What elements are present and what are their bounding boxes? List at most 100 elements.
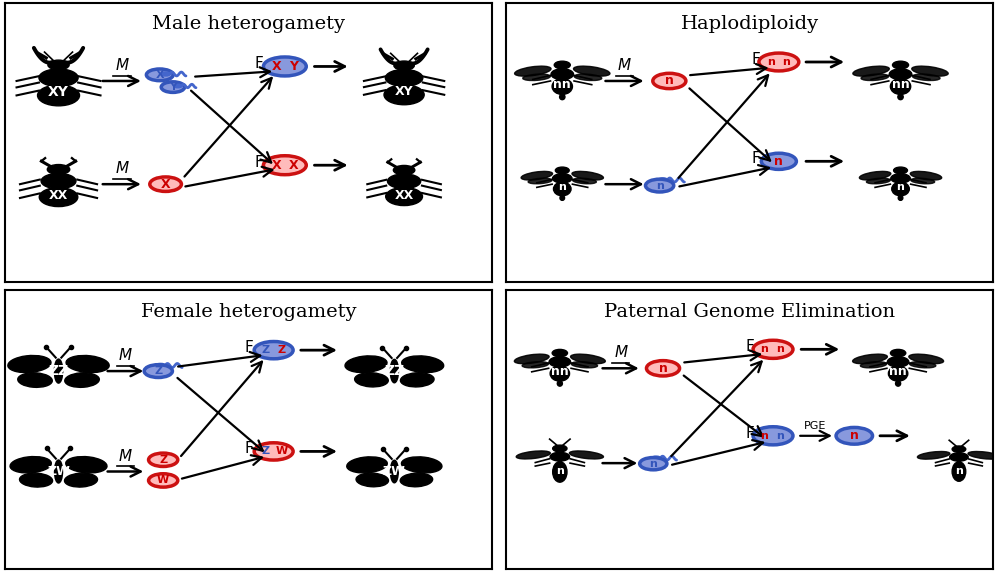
Ellipse shape bbox=[646, 179, 674, 192]
Ellipse shape bbox=[161, 72, 171, 76]
Ellipse shape bbox=[553, 174, 572, 183]
Ellipse shape bbox=[570, 451, 604, 459]
Ellipse shape bbox=[859, 172, 891, 180]
Ellipse shape bbox=[18, 373, 52, 387]
Text: F: F bbox=[254, 155, 263, 170]
Ellipse shape bbox=[65, 373, 100, 387]
Ellipse shape bbox=[346, 457, 387, 473]
Ellipse shape bbox=[560, 94, 565, 100]
Ellipse shape bbox=[647, 360, 680, 376]
Ellipse shape bbox=[554, 182, 571, 196]
Ellipse shape bbox=[836, 427, 872, 444]
Text: Z: Z bbox=[261, 446, 269, 456]
Ellipse shape bbox=[950, 453, 968, 461]
Text: n: n bbox=[656, 181, 664, 190]
Ellipse shape bbox=[890, 349, 906, 357]
Ellipse shape bbox=[390, 359, 398, 383]
Ellipse shape bbox=[384, 85, 424, 105]
Text: X: X bbox=[271, 60, 280, 73]
Text: M: M bbox=[119, 448, 132, 464]
Ellipse shape bbox=[523, 74, 550, 81]
Text: Y: Y bbox=[288, 60, 297, 73]
Ellipse shape bbox=[149, 474, 178, 487]
Ellipse shape bbox=[41, 173, 76, 189]
Ellipse shape bbox=[400, 373, 434, 387]
Ellipse shape bbox=[387, 174, 421, 189]
Text: Z: Z bbox=[261, 345, 269, 355]
Ellipse shape bbox=[394, 61, 414, 70]
Ellipse shape bbox=[552, 349, 568, 357]
Ellipse shape bbox=[55, 460, 63, 483]
Ellipse shape bbox=[390, 460, 398, 483]
Ellipse shape bbox=[866, 178, 890, 184]
Text: nn: nn bbox=[551, 366, 569, 378]
Text: XX: XX bbox=[394, 189, 414, 202]
Ellipse shape bbox=[550, 366, 570, 381]
Text: n: n bbox=[760, 431, 768, 441]
Ellipse shape bbox=[658, 178, 668, 182]
Text: ZZ: ZZ bbox=[49, 364, 69, 378]
Text: M: M bbox=[115, 161, 129, 176]
Text: nn: nn bbox=[889, 366, 907, 378]
Text: Z: Z bbox=[155, 366, 163, 376]
Ellipse shape bbox=[393, 165, 415, 175]
Ellipse shape bbox=[852, 354, 887, 364]
Ellipse shape bbox=[553, 445, 567, 452]
Ellipse shape bbox=[753, 340, 793, 359]
Ellipse shape bbox=[39, 188, 78, 206]
Ellipse shape bbox=[758, 53, 798, 71]
Ellipse shape bbox=[572, 172, 604, 180]
Text: PGE: PGE bbox=[804, 421, 826, 431]
Ellipse shape bbox=[887, 357, 909, 367]
Text: n: n bbox=[659, 362, 668, 375]
Text: Z: Z bbox=[277, 345, 285, 355]
Ellipse shape bbox=[552, 78, 573, 94]
Ellipse shape bbox=[911, 178, 935, 184]
Ellipse shape bbox=[65, 473, 98, 487]
Ellipse shape bbox=[898, 94, 903, 100]
Ellipse shape bbox=[528, 178, 552, 184]
Text: XY: XY bbox=[395, 85, 413, 98]
Ellipse shape bbox=[47, 165, 70, 174]
Ellipse shape bbox=[549, 357, 571, 367]
Text: n: n bbox=[775, 344, 783, 354]
Ellipse shape bbox=[150, 177, 182, 192]
Text: n: n bbox=[850, 430, 858, 442]
Ellipse shape bbox=[39, 69, 78, 86]
Ellipse shape bbox=[912, 74, 940, 81]
Text: W: W bbox=[275, 446, 287, 456]
Text: X: X bbox=[271, 158, 280, 172]
Ellipse shape bbox=[66, 456, 107, 473]
Text: F: F bbox=[746, 426, 754, 440]
Ellipse shape bbox=[385, 69, 423, 86]
Ellipse shape bbox=[254, 443, 293, 460]
Ellipse shape bbox=[753, 427, 793, 445]
Text: ZW: ZW bbox=[47, 465, 70, 478]
Ellipse shape bbox=[560, 196, 565, 200]
Ellipse shape bbox=[917, 451, 950, 459]
Ellipse shape bbox=[910, 172, 942, 180]
Text: F: F bbox=[254, 56, 263, 71]
Ellipse shape bbox=[573, 178, 597, 184]
Ellipse shape bbox=[402, 356, 444, 372]
Ellipse shape bbox=[652, 456, 661, 460]
Ellipse shape bbox=[653, 73, 686, 89]
Text: M: M bbox=[119, 348, 132, 363]
Ellipse shape bbox=[571, 354, 606, 364]
Text: Haplodiploidy: Haplodiploidy bbox=[681, 15, 818, 33]
Text: Female heterogamety: Female heterogamety bbox=[141, 303, 356, 321]
Ellipse shape bbox=[553, 462, 567, 482]
Ellipse shape bbox=[554, 61, 570, 69]
Text: nn: nn bbox=[554, 78, 571, 91]
Ellipse shape bbox=[761, 153, 796, 169]
Ellipse shape bbox=[640, 458, 667, 470]
Ellipse shape bbox=[516, 451, 550, 459]
Ellipse shape bbox=[968, 451, 998, 459]
Ellipse shape bbox=[892, 61, 908, 69]
Ellipse shape bbox=[889, 69, 912, 80]
Text: n: n bbox=[896, 182, 904, 192]
Text: XY: XY bbox=[48, 85, 69, 99]
Ellipse shape bbox=[555, 167, 569, 174]
Ellipse shape bbox=[254, 341, 293, 359]
Text: W: W bbox=[157, 475, 170, 486]
